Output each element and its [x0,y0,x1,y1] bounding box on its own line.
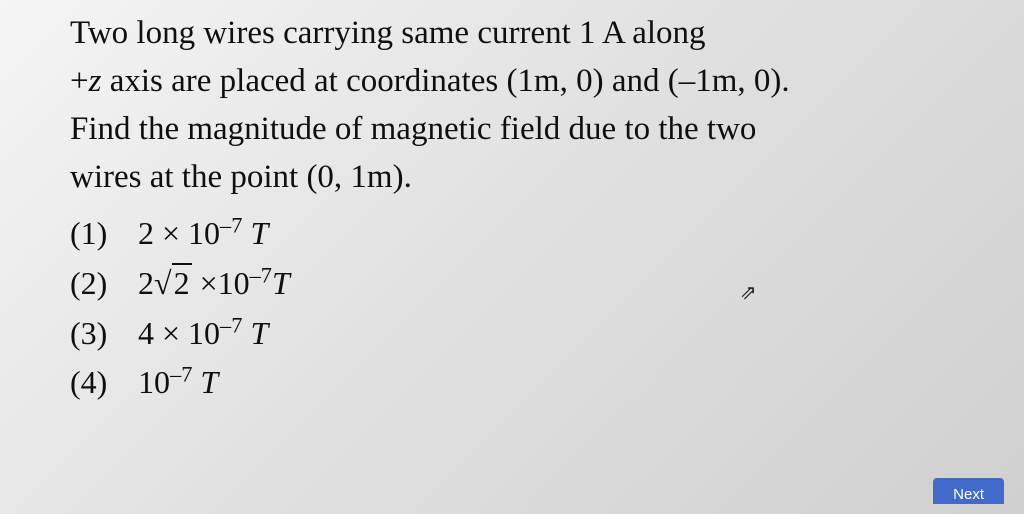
option-expr-mid: ×10 [192,265,250,301]
option-unit: T [250,215,268,251]
option-exp: –7 [250,262,272,287]
option-1[interactable]: (1) 2 × 10–7 T [70,209,974,259]
option-number: (1) [70,209,130,259]
option-expr-a: 2 × 10 [138,215,220,251]
question-line1: Two long wires carrying same current 1 A… [70,15,706,51]
question-line2-prefix: + [70,63,89,99]
question-text: Two long wires carrying same current 1 A… [70,10,974,201]
option-expr-a: 10 [138,364,170,400]
option-number: (4) [70,358,130,408]
sqrt-body: 2 [172,263,192,301]
question-line3: Find the magnitude of magnetic field due… [70,111,756,147]
option-expr-a: 4 × 10 [138,315,220,351]
option-exp: –7 [220,213,242,238]
sqrt-icon: 2 [154,259,192,309]
option-exp: –7 [170,362,192,387]
question-page: Two long wires carrying same current 1 A… [0,0,1024,514]
question-line4: wires at the point (0, 1m). [70,159,412,195]
question-axis-var: z [89,63,102,99]
option-expr-a: 2 [138,265,154,301]
next-button[interactable]: Next [933,478,1004,504]
option-4[interactable]: (4) 10–7 T [70,358,974,408]
option-unit: T [250,315,268,351]
option-3[interactable]: (3) 4 × 10–7 T [70,309,974,359]
option-number: (2) [70,259,130,309]
option-unit: T [272,265,290,301]
options-list: (1) 2 × 10–7 T (2) 22 ×10–7T (3) 4 × 10–… [70,209,974,407]
option-number: (3) [70,309,130,359]
option-2[interactable]: (2) 22 ×10–7T [70,259,974,309]
option-exp: –7 [220,312,242,337]
question-line2-mid: axis are placed at coordinates (1m, 0) a… [101,63,789,99]
option-unit: T [200,364,218,400]
